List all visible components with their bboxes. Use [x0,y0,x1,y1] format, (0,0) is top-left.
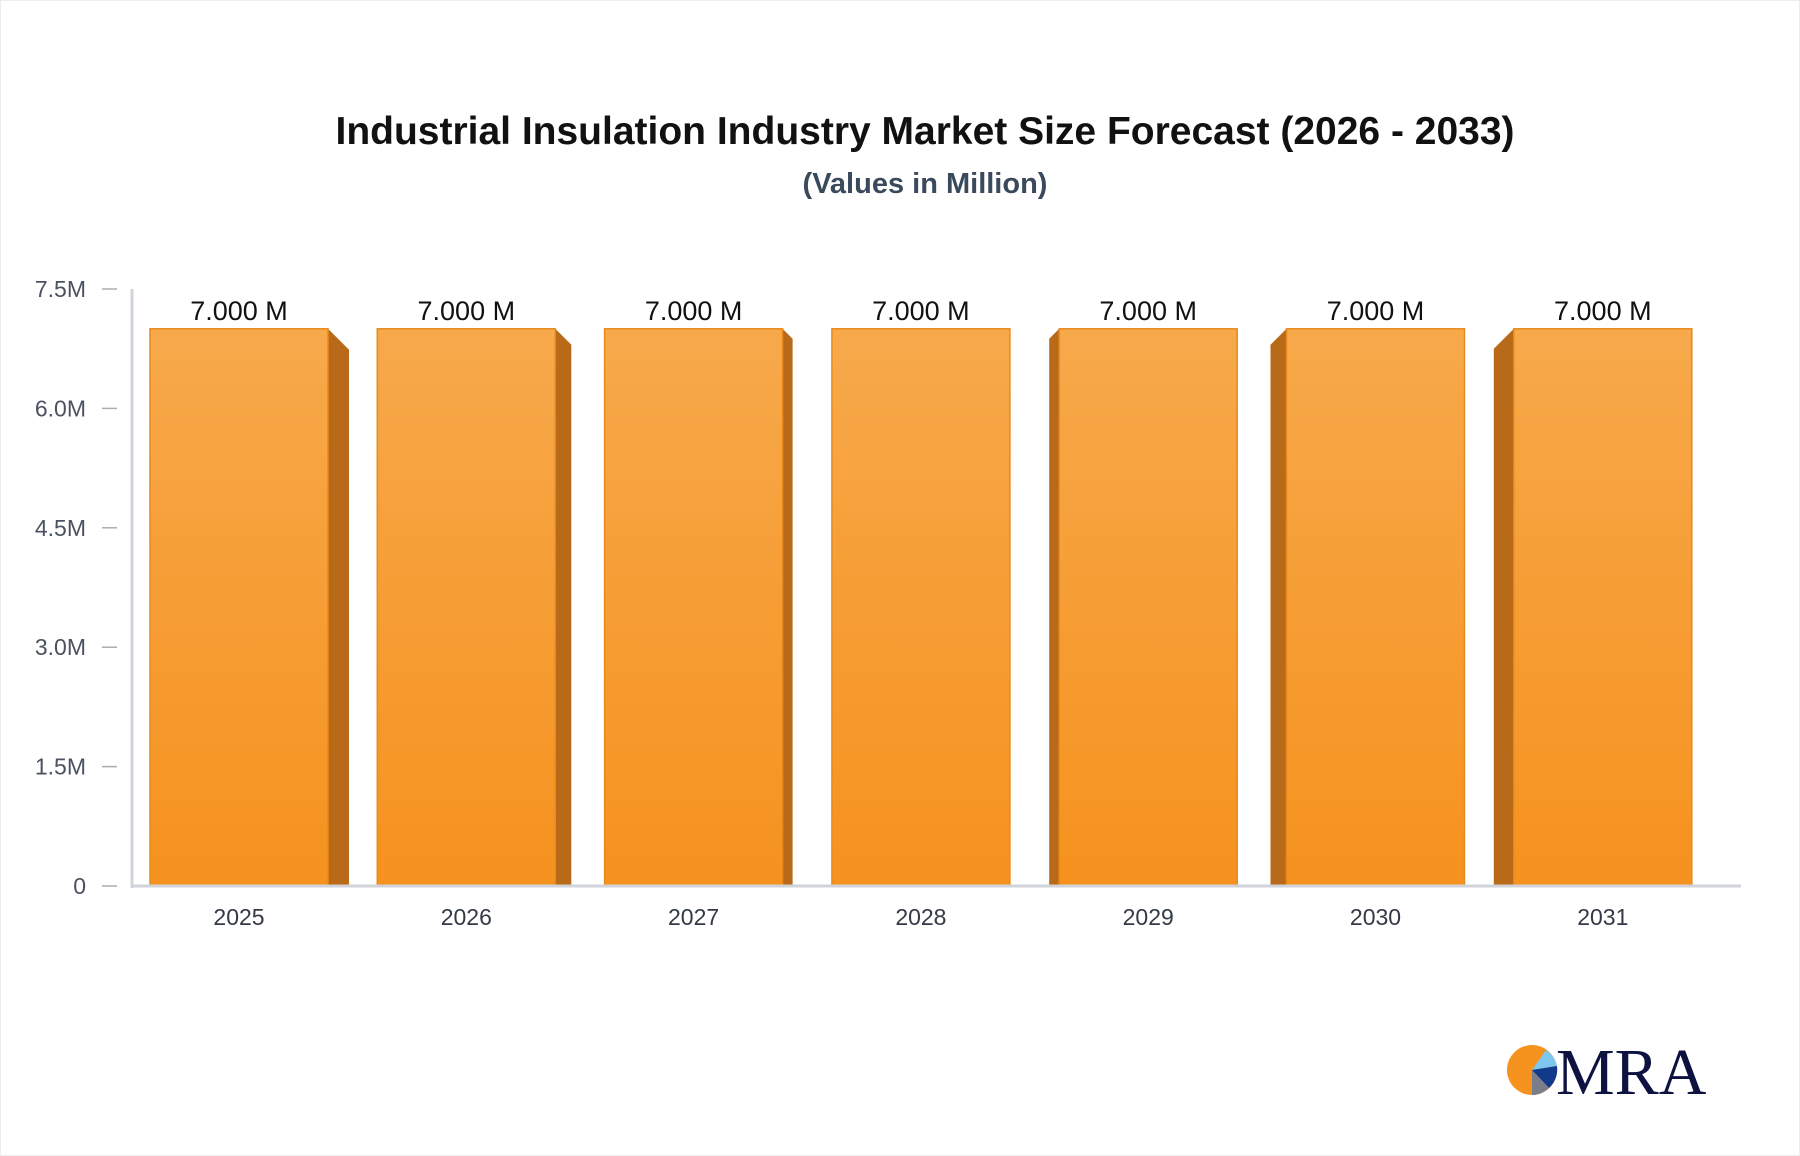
x-tick-label: 2026 [441,904,492,930]
x-tick-label: 2028 [895,904,946,930]
bars: 7.000 M 7.000 M 7.000 M 7.000 M 7.000 M 7.000… [149,296,1693,887]
data-label: 7.000 M [1554,296,1652,326]
x-tick-label: 2029 [1123,904,1174,930]
data-label: 7.000 M [1099,296,1197,326]
bar-2027: 7.000 M [603,296,793,887]
bar-2025: 7.000 M [149,296,349,887]
bar [603,328,784,887]
data-label: 7.000 M [190,296,288,326]
bar-2026: 7.000 M [376,296,572,887]
y-tick-label: 4.5M [35,515,86,541]
logo-text: MRA [1556,1036,1707,1109]
x-axis: 2025 2026 2027 2028 2029 2030 2031 [132,884,1741,930]
data-label: 7.000 M [645,296,743,326]
x-tick-label: 2025 [213,904,264,930]
bar-side [1049,328,1060,886]
y-tick-label: 0 [73,873,86,899]
bar [149,328,329,887]
bar [1513,328,1693,887]
bar [1058,328,1238,887]
bar [376,328,557,887]
bar [831,328,1011,887]
data-label: 7.000 M [418,296,516,326]
y-tick-label: 1.5M [35,754,86,780]
y-axis: 0 1.5M 3.0M 4.5M 6.0M 7.5M [35,276,134,899]
bar-side [1493,328,1514,886]
x-tick-label: 2031 [1577,904,1628,930]
bar-side [555,328,572,886]
x-tick-label: 2027 [668,904,719,930]
bar [1285,328,1466,887]
bar-side [328,328,349,886]
chart-title: Industrial Insulation Industry Market Si… [335,110,1515,153]
bar-2030: 7.000 M [1270,296,1466,887]
y-tick-label: 7.5M [35,276,86,302]
data-label: 7.000 M [872,296,970,326]
x-tick-label: 2030 [1350,904,1401,930]
chart-subtitle: (Values in Million) [802,168,1048,200]
bar-2028: 7.000 M [831,296,1011,887]
y-tick-label: 3.0M [35,634,86,660]
mra-logo: MRA [1507,1036,1707,1109]
bar-2029: 7.000 M [1049,296,1238,887]
data-label: 7.000 M [1327,296,1425,326]
bar-2031: 7.000 M [1493,296,1693,887]
bar-side [782,328,793,886]
bar-side [1270,328,1287,886]
y-tick-label: 6.0M [35,395,86,421]
